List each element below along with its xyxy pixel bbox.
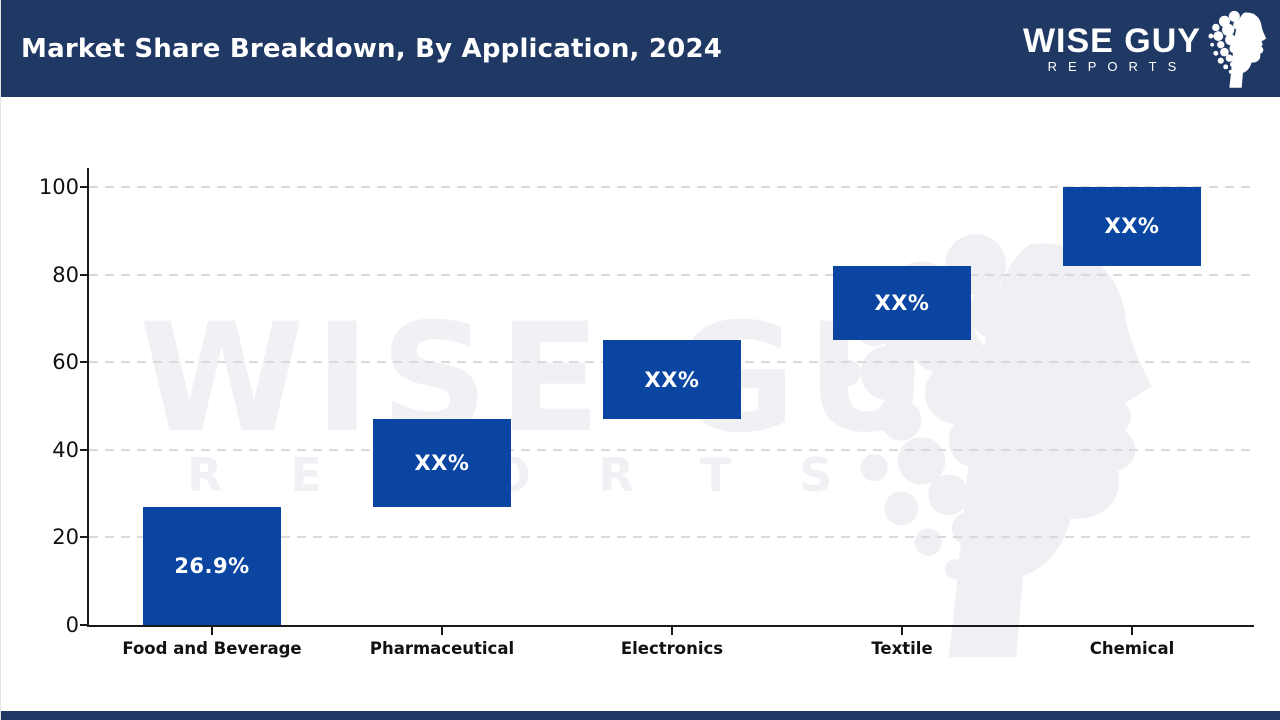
x-category-label: Pharmaceutical (369, 639, 515, 658)
header-bar: Market Share Breakdown, By Application, … (1, 0, 1280, 97)
x-category-label: Chemical (1089, 639, 1175, 658)
logo-subtext: REPORTS (1047, 59, 1188, 74)
y-tick-label: 60 (52, 350, 79, 375)
footer-bar (1, 711, 1280, 720)
bar-value-label: XX% (874, 291, 930, 316)
x-category-label: Food and Beverage (122, 639, 302, 658)
y-tick-mark (80, 536, 89, 539)
x-tick-mark (441, 627, 443, 635)
y-axis (87, 168, 89, 625)
y-tick-mark (80, 361, 89, 364)
gridline (89, 186, 1254, 188)
gridline (89, 448, 1254, 451)
page-title: Market Share Breakdown, By Application, … (21, 33, 723, 64)
gridline (89, 273, 1254, 276)
x-tick-mark (671, 627, 673, 635)
bar-value-label: XX% (644, 367, 700, 392)
bar-value-label: XX% (414, 451, 470, 476)
y-tick-label: 40 (52, 437, 79, 462)
y-tick-label: 80 (52, 262, 79, 287)
bar-chemical: XX% (1063, 187, 1201, 266)
y-tick-mark (80, 624, 89, 626)
x-category-label: Textile (871, 639, 933, 658)
bar-pharmaceutical: XX% (373, 419, 511, 508)
y-tick-mark (80, 448, 89, 451)
bar-textile: XX% (833, 265, 971, 341)
brand-logo: WISE GUY REPORTS (1023, 6, 1271, 92)
logo-wordmark: WISE GUY (1022, 22, 1201, 60)
bar-value-label: XX% (1104, 214, 1160, 239)
x-tick-mark (901, 627, 903, 635)
gridline (89, 536, 1254, 539)
y-tick-label: 20 (52, 525, 79, 550)
bar-value-label: 26.9% (174, 554, 250, 579)
y-tick-label: 0 (65, 613, 79, 637)
x-tick-mark (1131, 627, 1133, 635)
bar-electronics: XX% (603, 340, 741, 420)
x-axis (87, 625, 1254, 627)
x-tick-mark (211, 627, 213, 635)
y-tick-mark (80, 273, 89, 276)
bar-food-and-beverage: 26.9% (143, 507, 281, 625)
y-tick-label: 100 (38, 175, 79, 199)
x-category-label: Electronics (620, 639, 724, 658)
y-tick-mark (80, 186, 89, 188)
